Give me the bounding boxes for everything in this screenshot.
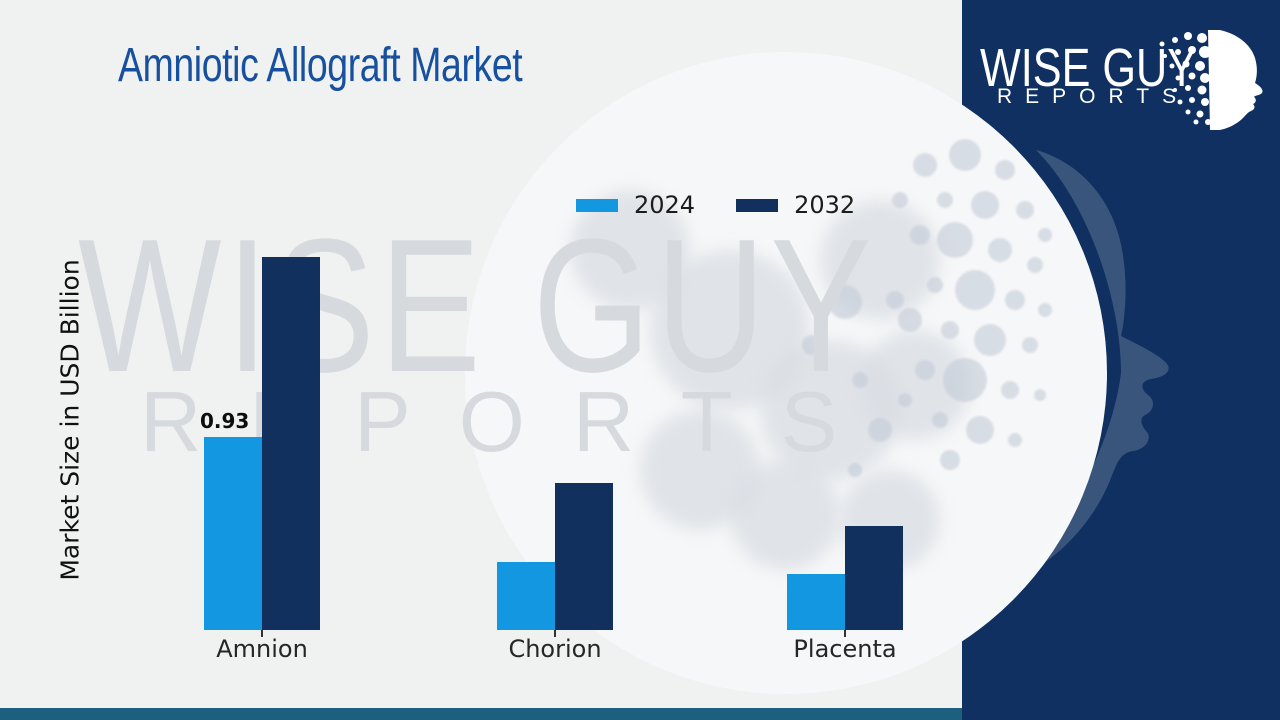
watermark-blob bbox=[730, 460, 840, 570]
bottom-accent-strip bbox=[0, 708, 1280, 720]
watermark-dot bbox=[1008, 433, 1022, 447]
watermark-dot bbox=[966, 416, 994, 444]
y-axis-label: Market Size in USD Billion bbox=[55, 259, 85, 581]
watermark-dot bbox=[1005, 290, 1025, 310]
watermark-dot bbox=[828, 285, 862, 319]
legend-swatch-2032 bbox=[736, 198, 779, 212]
category-label-placenta: Placenta bbox=[793, 635, 897, 663]
brand-wordmark-line1: WISE GUY bbox=[980, 38, 1197, 98]
watermark-dot bbox=[848, 463, 862, 477]
bar-placenta-2024 bbox=[787, 574, 845, 630]
watermark-dot bbox=[971, 191, 999, 219]
watermark-dot bbox=[802, 335, 822, 355]
watermark-dot bbox=[949, 139, 981, 171]
watermark-dot bbox=[927, 277, 943, 293]
watermark-dot bbox=[910, 225, 930, 245]
watermark-dot bbox=[1034, 389, 1046, 401]
legend-swatch-2024 bbox=[576, 198, 618, 212]
legend-item-2032: 2032 bbox=[736, 190, 855, 220]
brand-logo: WISE GUY REPORTS bbox=[975, 30, 1275, 140]
axis-tick-amnion bbox=[261, 630, 263, 637]
watermark-dot bbox=[937, 192, 953, 208]
watermark-dot bbox=[1038, 303, 1052, 317]
watermark-dot bbox=[913, 153, 937, 177]
watermark-dot bbox=[932, 412, 948, 428]
axis-tick-placenta bbox=[844, 630, 846, 637]
watermark-dot bbox=[868, 418, 892, 442]
watermark-dot bbox=[974, 324, 1006, 356]
brand-wordmark-line2: REPORTS bbox=[997, 85, 1190, 108]
watermark-dot bbox=[915, 360, 935, 380]
watermark-dot bbox=[995, 160, 1015, 180]
bar-placenta-2032 bbox=[845, 526, 903, 630]
bar-value-label: 0.93 bbox=[200, 409, 250, 433]
axis-tick-chorion bbox=[554, 630, 556, 637]
watermark-dot bbox=[1001, 381, 1019, 399]
bar-amnion-2032 bbox=[262, 257, 320, 630]
page-title: Amniotic Allograft Market bbox=[118, 39, 523, 92]
bar-chorion-2032 bbox=[555, 483, 613, 630]
legend-label-2032: 2032 bbox=[794, 191, 856, 219]
bar-chorion-2024 bbox=[497, 562, 555, 630]
watermark-dot bbox=[1016, 201, 1034, 219]
legend-label-2024: 2024 bbox=[634, 191, 696, 219]
legend-item-2024: 2024 bbox=[576, 190, 695, 220]
watermark-dot bbox=[1022, 337, 1038, 353]
watermark-dot bbox=[937, 222, 973, 258]
bar-amnion-2024 bbox=[204, 437, 262, 630]
watermark-dot bbox=[886, 291, 904, 309]
watermark-dot bbox=[955, 270, 995, 310]
watermark-dot bbox=[988, 238, 1012, 262]
watermark-dot bbox=[1038, 228, 1052, 242]
watermark-wordmark-line1: WISE GUY bbox=[78, 200, 877, 412]
watermark-dot bbox=[943, 358, 987, 402]
watermark-dot bbox=[941, 321, 959, 339]
category-label-chorion: Chorion bbox=[508, 635, 602, 663]
watermark-dot bbox=[892, 192, 908, 208]
watermark-dot bbox=[898, 308, 922, 332]
watermark-dot bbox=[1027, 257, 1043, 273]
category-label-amnion: Amnion bbox=[216, 635, 308, 663]
watermark-dot bbox=[852, 372, 868, 388]
brand-head-icon bbox=[1159, 30, 1263, 130]
watermark-dot bbox=[898, 393, 912, 407]
chart-legend: 2024 2032 bbox=[576, 190, 855, 220]
watermark-dot bbox=[940, 450, 960, 470]
